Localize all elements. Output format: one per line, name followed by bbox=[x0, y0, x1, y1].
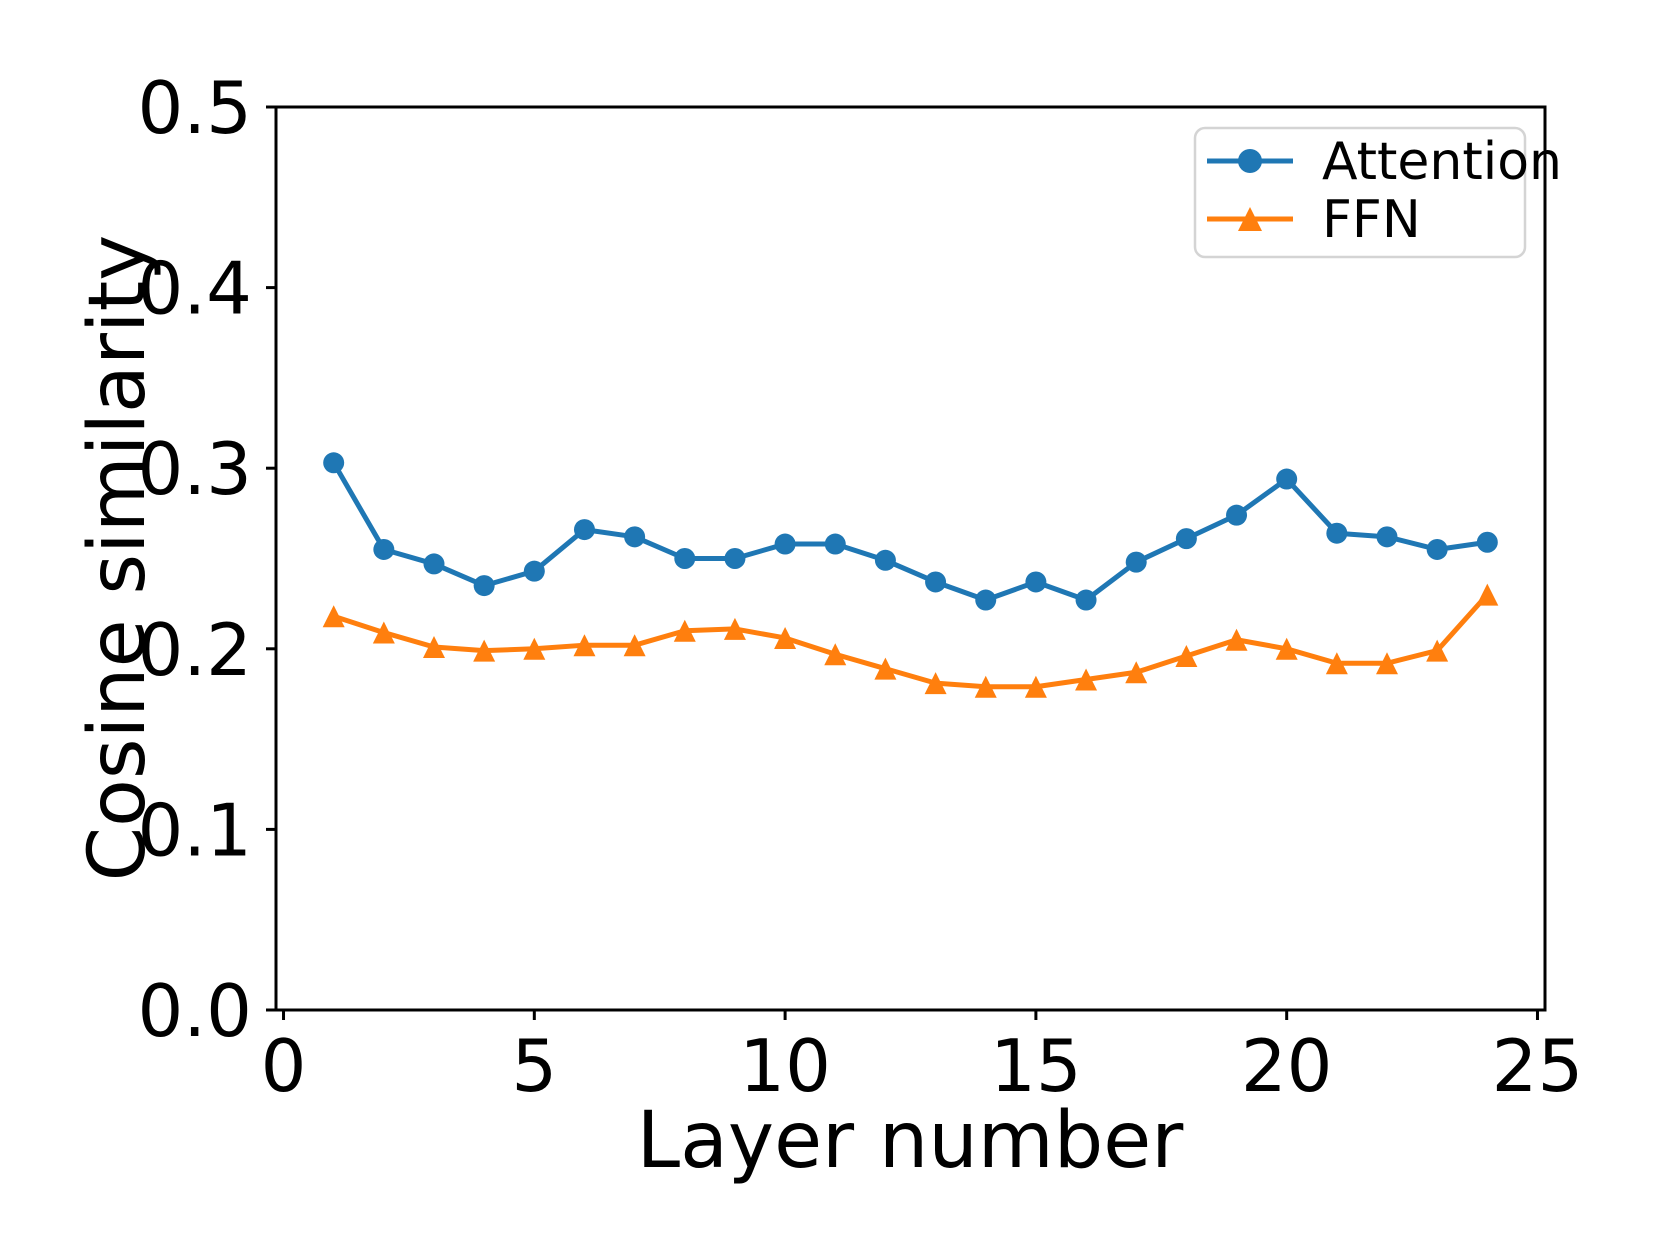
ffn-marker bbox=[1175, 645, 1198, 668]
ffn-marker bbox=[974, 675, 997, 698]
attention-marker bbox=[573, 519, 595, 541]
attention-legend-circle-icon bbox=[1238, 149, 1262, 173]
x-tick-label: 25 bbox=[1492, 1024, 1584, 1108]
x-tick-label: 15 bbox=[990, 1024, 1082, 1108]
attention-marker bbox=[1276, 468, 1298, 490]
ffn-marker bbox=[723, 617, 746, 640]
ffn-line bbox=[332, 592, 1490, 690]
y-tick-label: 0.2 bbox=[137, 608, 252, 692]
y-tick-label: 0.4 bbox=[137, 247, 252, 331]
attention-marker bbox=[774, 533, 796, 555]
ffn-marker bbox=[1275, 637, 1298, 660]
attention-marker bbox=[824, 533, 846, 555]
ffn-marker bbox=[673, 619, 696, 642]
plot-area: 0 5 10 15 20 25 0.0 0.1 0.2 0.3 0.4 0.5 bbox=[137, 66, 1583, 1108]
legend-label-ffn: FFN bbox=[1322, 190, 1421, 250]
attention-marker bbox=[1025, 571, 1047, 593]
attention-marker bbox=[423, 553, 445, 575]
attention-marker bbox=[373, 538, 395, 560]
x-tick-label: 5 bbox=[511, 1024, 557, 1108]
x-tick-label: 0 bbox=[261, 1024, 307, 1108]
attention-marker bbox=[925, 571, 947, 593]
ffn-marker bbox=[1225, 628, 1248, 651]
x-tick-label: 20 bbox=[1241, 1024, 1333, 1108]
plot-border bbox=[274, 105, 1547, 1012]
attention-marker bbox=[1175, 528, 1197, 550]
ffn-marker bbox=[523, 637, 546, 660]
attention-marker bbox=[1326, 522, 1348, 544]
legend: Attention FFN bbox=[1193, 126, 1562, 259]
attention-marker bbox=[624, 526, 646, 548]
legend-item-attention: Attention bbox=[1207, 132, 1562, 192]
attention-marker bbox=[1476, 531, 1498, 553]
ffn-marker bbox=[573, 634, 596, 657]
attention-marker bbox=[674, 548, 696, 569]
y-tick-label: 0.0 bbox=[137, 969, 252, 1053]
legend-item-ffn: FFN bbox=[1207, 190, 1421, 250]
attention-marker bbox=[1075, 589, 1097, 611]
attention-marker bbox=[1376, 526, 1398, 548]
ffn-marker bbox=[623, 634, 646, 657]
ffn-marker bbox=[1325, 652, 1348, 675]
ffn-marker bbox=[1125, 661, 1148, 684]
ffn-marker bbox=[874, 657, 897, 680]
ffn-marker bbox=[1024, 675, 1047, 698]
attention-marker bbox=[1426, 538, 1448, 560]
y-tick-label: 0.5 bbox=[137, 66, 252, 150]
ffn-marker bbox=[372, 621, 395, 644]
attention-marker bbox=[975, 589, 997, 611]
ffn-marker bbox=[473, 639, 496, 662]
attention-marker bbox=[473, 575, 495, 597]
attention-marker bbox=[1125, 551, 1147, 573]
ffn-marker bbox=[824, 643, 847, 666]
ffn-marker bbox=[1075, 668, 1098, 691]
ffn-marker bbox=[774, 626, 797, 649]
attention-marker bbox=[874, 549, 896, 571]
ffn-marker bbox=[1476, 583, 1499, 606]
ffn-marker bbox=[322, 605, 345, 628]
attention-marker bbox=[1226, 504, 1248, 526]
y-axis-label: Cosine similarity bbox=[73, 235, 163, 882]
ffn-legend-triangle-icon bbox=[1238, 207, 1262, 231]
ffn-marker bbox=[1426, 639, 1449, 662]
attention-line bbox=[331, 461, 1488, 603]
ffn-marker bbox=[1376, 652, 1399, 675]
y-tick-label: 0.3 bbox=[137, 427, 252, 511]
legend-label-attention: Attention bbox=[1322, 132, 1562, 192]
ffn-marker bbox=[924, 672, 947, 695]
ffn-marker bbox=[422, 635, 445, 658]
attention-marker bbox=[724, 548, 746, 569]
attention-marker bbox=[323, 452, 345, 474]
x-tick-label: 10 bbox=[739, 1024, 831, 1108]
attention-marker bbox=[523, 560, 545, 582]
y-tick-label: 0.1 bbox=[137, 788, 252, 872]
x-axis-label: Layer number bbox=[637, 1096, 1185, 1186]
